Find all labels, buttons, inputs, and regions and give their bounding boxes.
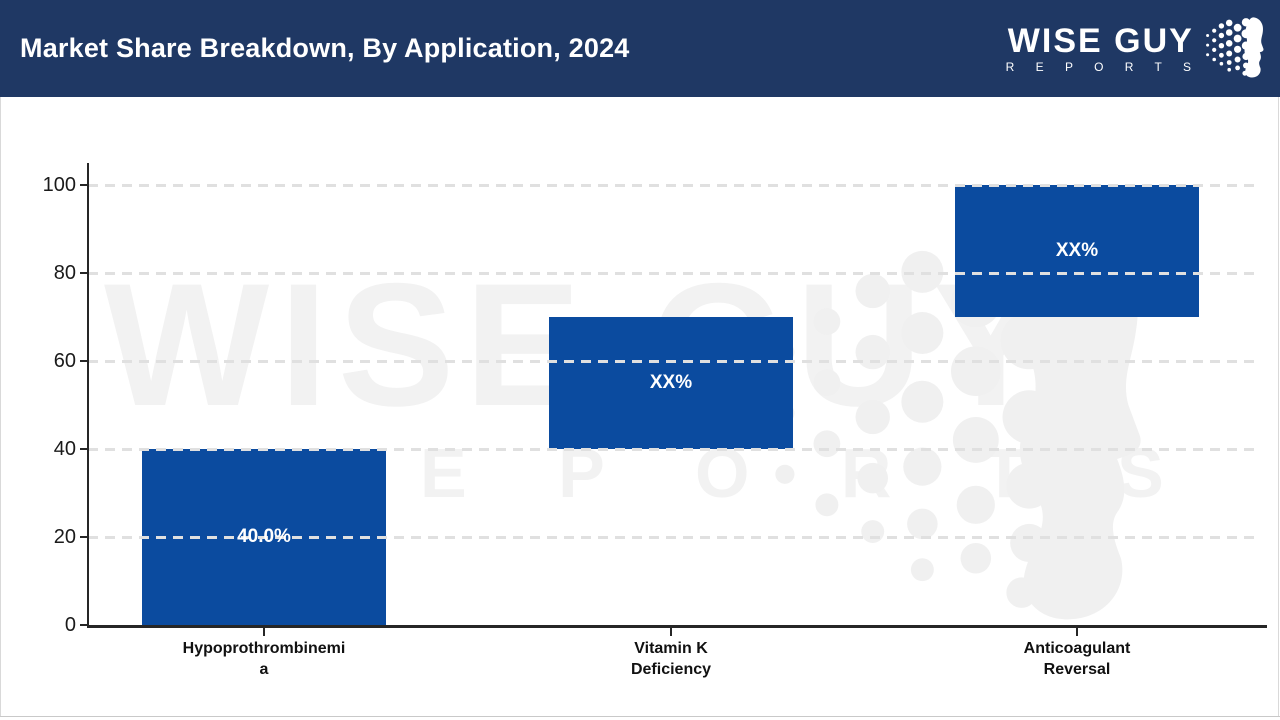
gridline-20 [88,536,1255,539]
category-label-3: Anticoagulant Reversal [927,638,1227,680]
bar-value-label-2: XX% [649,372,693,393]
bar-2 [549,317,793,449]
category-label-2: Vitamin K Deficiency [521,638,821,680]
y-tick-label-80: 80 [53,262,76,284]
bar-3 [955,185,1199,317]
x-tick-1 [263,628,265,636]
y-tick-label-0: 0 [64,614,76,636]
category-label-line: a [259,661,269,678]
header-bar: Market Share Breakdown, By Application, … [0,0,1280,97]
y-tick-label-40: 40 [53,438,76,460]
frame-border-bottom [0,716,1280,717]
wiseguy-reports-logo: WISE GUY R E P O R T S [1002,10,1280,88]
frame-border-left [0,97,1,717]
category-label-line: Hypoprothrombinemi [182,640,346,657]
category-label-line: Vitamin K [634,640,708,657]
category-label-line: Reversal [1043,661,1111,678]
y-tick-label-60: 60 [53,350,76,372]
logo-wiseguy-text: WISE GUY [1007,21,1194,60]
bar-value-label-3: XX% [1055,240,1099,261]
logo-text: WISE GUY R E P O R T S [1002,23,1200,75]
gridline-40 [88,448,1255,451]
category-label-1: Hypoprothrombinemi a [114,638,414,680]
y-tick-0 [80,624,88,626]
y-tick-40 [80,448,88,450]
y-tick-20 [80,536,88,538]
bar-value-label-1: 40.0% [237,526,291,547]
y-tick-label-100: 100 [42,174,76,196]
category-label-line: Deficiency [630,661,712,678]
x-tick-2 [670,628,672,636]
gridline-100 [88,184,1255,187]
x-axis-line [87,625,1267,628]
category-label-line: Anticoagulant [1023,640,1131,657]
chart-title: Market Share Breakdown, By Application, … [20,33,630,63]
logo-reports-text: R E P O R T S [1005,59,1200,74]
y-tick-60 [80,360,88,362]
y-tick-100 [80,184,88,186]
y-tick-label-20: 20 [53,526,76,548]
y-tick-80 [80,272,88,274]
gridline-80 [88,272,1255,275]
y-axis-line [87,163,89,627]
x-tick-3 [1076,628,1078,636]
logo-dotted-head-icon [1206,16,1264,77]
frame-border-right [1278,97,1279,717]
gridline-60 [88,360,1255,363]
